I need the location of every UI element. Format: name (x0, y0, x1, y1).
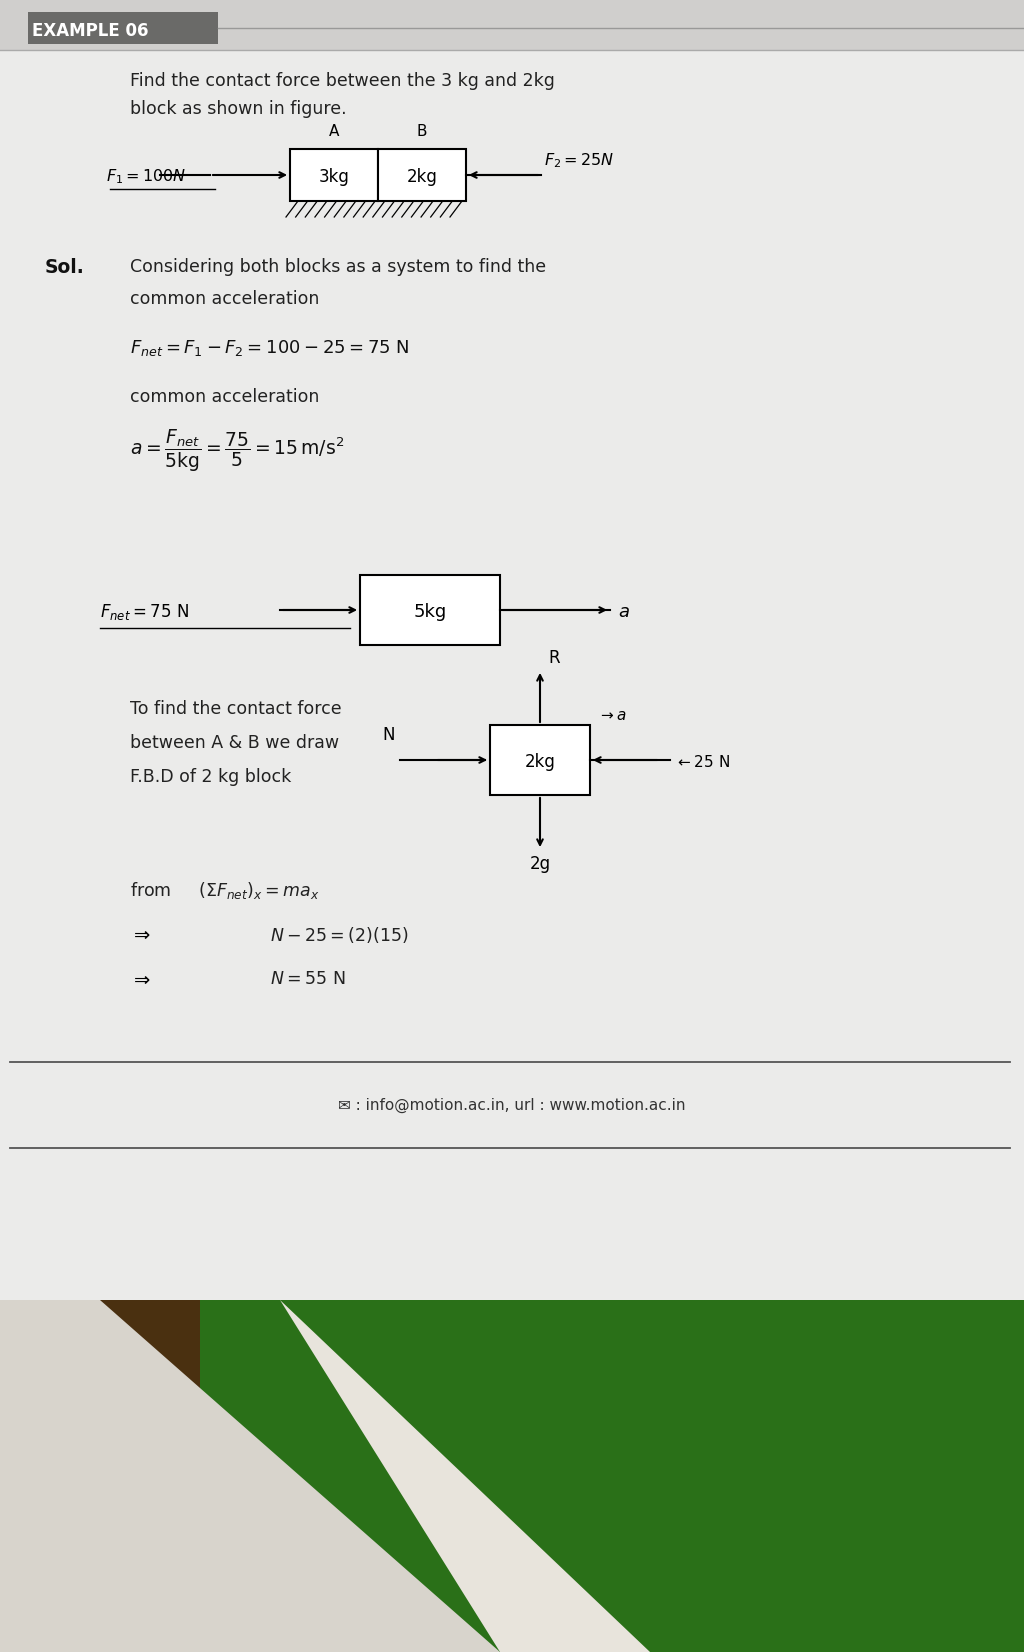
Bar (0, 1061, 1024, 1160)
Text: B: B (417, 124, 427, 139)
Text: To find the contact force: To find the contact force (130, 700, 342, 719)
Text: 2kg: 2kg (407, 169, 437, 187)
Text: N: N (383, 725, 395, 743)
Text: Sol.: Sol. (45, 258, 85, 278)
Text: ✉ : info@motion.ac.in, url : www.motion.ac.in: ✉ : info@motion.ac.in, url : www.motion.… (338, 1097, 686, 1112)
Text: $N = 55\ \mathrm{N}$: $N = 55\ \mathrm{N}$ (270, 970, 345, 988)
Text: $\rightarrow a$: $\rightarrow a$ (598, 707, 627, 722)
Text: 3kg: 3kg (318, 169, 349, 187)
Text: 2kg: 2kg (524, 753, 555, 771)
Text: 2g: 2g (529, 856, 551, 872)
Polygon shape (280, 1300, 650, 1652)
Text: $a = \dfrac{F_{net}}{5\mathrm{kg}} = \dfrac{75}{5} = 15\,\mathrm{m/s}^2$: $a = \dfrac{F_{net}}{5\mathrm{kg}} = \df… (130, 428, 344, 474)
Bar (490, 725, 590, 795)
Text: R: R (548, 649, 560, 667)
Text: EXAMPLE 06: EXAMPLE 06 (32, 21, 148, 40)
Text: block as shown in figure.: block as shown in figure. (130, 101, 347, 117)
Text: $F_{net} = F_1 - F_2 = 100 - 25 = 75\ \mathrm{N}$: $F_{net} = F_1 - F_2 = 100 - 25 = 75\ \m… (130, 339, 410, 358)
Bar (378, 149, 466, 202)
Text: Find the contact force between the 3 kg and 2kg: Find the contact force between the 3 kg … (130, 73, 555, 89)
Polygon shape (0, 1300, 500, 1652)
Bar (0, 0, 1024, 50)
Bar (0, 1300, 350, 1652)
Text: $\leftarrow 25\ \mathrm{N}$: $\leftarrow 25\ \mathrm{N}$ (675, 753, 730, 770)
Text: $a$: $a$ (618, 603, 630, 621)
Bar (360, 575, 500, 644)
Text: A: A (329, 124, 339, 139)
Text: 5kg: 5kg (414, 603, 446, 621)
Text: $\Rightarrow$: $\Rightarrow$ (130, 925, 152, 943)
Bar (28, 12, 218, 45)
Text: from     $(\Sigma F_{net})_x = ma_x$: from $(\Sigma F_{net})_x = ma_x$ (130, 881, 319, 900)
Text: $\Rightarrow$: $\Rightarrow$ (130, 970, 152, 990)
Text: $F_{net} = 75\ \mathrm{N}$: $F_{net} = 75\ \mathrm{N}$ (100, 601, 189, 623)
Text: common acceleration: common acceleration (130, 388, 319, 406)
Bar (290, 149, 378, 202)
Text: between A & B we draw: between A & B we draw (130, 733, 339, 752)
Text: $F_2 = 25N$: $F_2 = 25N$ (544, 152, 614, 170)
Bar (200, 1300, 1024, 1652)
Text: $N - 25 = (2)(15)$: $N - 25 = (2)(15)$ (270, 925, 409, 945)
Text: common acceleration: common acceleration (130, 291, 319, 307)
Text: Considering both blocks as a system to find the: Considering both blocks as a system to f… (130, 258, 546, 276)
Text: F.B.D of 2 kg block: F.B.D of 2 kg block (130, 768, 291, 786)
Text: $F_1 = 100N$: $F_1 = 100N$ (106, 167, 186, 187)
Bar (0, 0, 1024, 1300)
